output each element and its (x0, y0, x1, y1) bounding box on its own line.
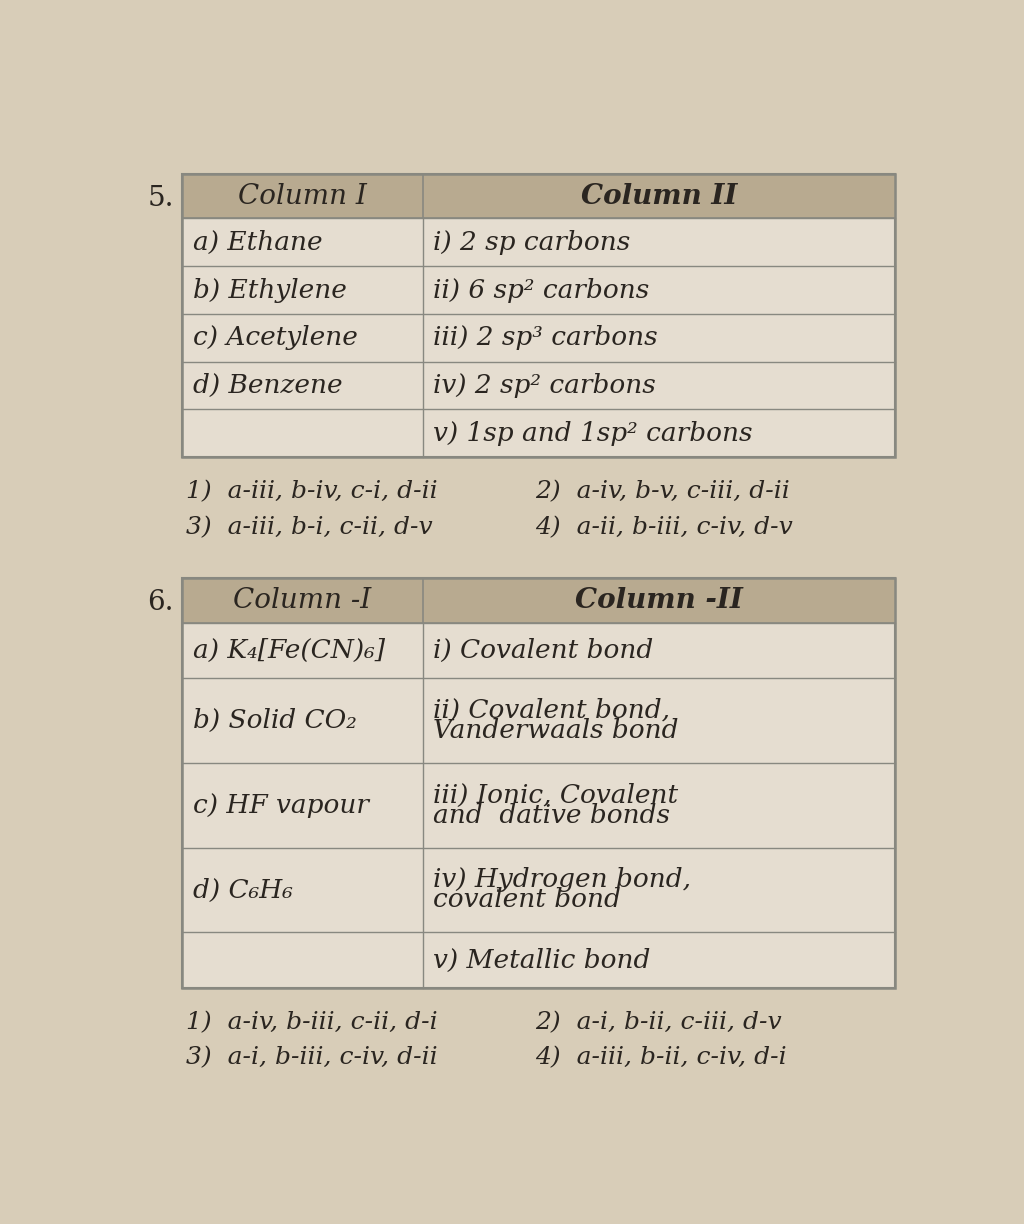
Text: iv) Hydrogen bond,: iv) Hydrogen bond, (433, 868, 691, 892)
Text: 1)  a-iv, b-iii, c-ii, d-i: 1) a-iv, b-iii, c-ii, d-i (186, 1011, 437, 1034)
Text: a) K₄[Fe(CN)₆]: a) K₄[Fe(CN)₆] (194, 638, 385, 663)
Text: 3)  a-iii, b-i, c-ii, d-v: 3) a-iii, b-i, c-ii, d-v (186, 515, 433, 539)
Bar (182, 174, 895, 458)
Text: covalent bond: covalent bond (433, 887, 622, 912)
Text: d) C₆H₆: d) C₆H₆ (194, 878, 293, 902)
Bar (182, 174, 423, 219)
Text: 2)  a-iv, b-v, c-iii, d-ii: 2) a-iv, b-v, c-iii, d-ii (535, 480, 790, 503)
Text: i) Covalent bond: i) Covalent bond (433, 638, 653, 663)
Bar (423, 578, 895, 623)
Text: v) 1sp and 1sp² carbons: v) 1sp and 1sp² carbons (433, 421, 753, 446)
Bar (423, 174, 895, 219)
Text: Column I: Column I (238, 182, 367, 209)
Text: ii) Covalent bond,: ii) Covalent bond, (433, 698, 671, 723)
Text: 4)  a-ii, b-iii, c-iv, d-v: 4) a-ii, b-iii, c-iv, d-v (535, 515, 793, 539)
Bar (182, 578, 423, 623)
Text: b) Solid CO₂: b) Solid CO₂ (194, 707, 357, 733)
Text: Vanderwaals bond: Vanderwaals bond (433, 718, 679, 743)
Text: 4)  a-iii, b-ii, c-iv, d-i: 4) a-iii, b-ii, c-iv, d-i (535, 1047, 786, 1070)
Text: a) Ethane: a) Ethane (194, 230, 323, 255)
Text: Column -II: Column -II (574, 588, 742, 614)
Text: b) Ethylene: b) Ethylene (194, 278, 347, 302)
Bar (182, 174, 895, 458)
Text: c) HF vapour: c) HF vapour (194, 793, 369, 818)
Text: d) Benzene: d) Benzene (194, 373, 343, 398)
Text: 1)  a-iii, b-iv, c-i, d-ii: 1) a-iii, b-iv, c-i, d-ii (186, 480, 437, 503)
Text: Column -I: Column -I (233, 588, 372, 614)
Bar (182, 578, 895, 988)
Text: c) Acetylene: c) Acetylene (194, 326, 358, 350)
Text: 3)  a-i, b-iii, c-iv, d-ii: 3) a-i, b-iii, c-iv, d-ii (186, 1047, 437, 1070)
Text: Column II: Column II (581, 182, 737, 209)
Text: 2)  a-i, b-ii, c-iii, d-v: 2) a-i, b-ii, c-iii, d-v (535, 1011, 781, 1034)
Text: v) Metallic bond: v) Metallic bond (433, 947, 650, 973)
Text: iii) 2 sp³ carbons: iii) 2 sp³ carbons (433, 326, 658, 350)
Text: 5.: 5. (147, 185, 174, 212)
Text: iv) 2 sp² carbons: iv) 2 sp² carbons (433, 373, 656, 398)
Text: 6.: 6. (147, 589, 174, 616)
Text: and  dative bonds: and dative bonds (433, 803, 671, 827)
Text: ii) 6 sp² carbons: ii) 6 sp² carbons (433, 278, 649, 302)
Bar (182, 578, 895, 988)
Text: i) 2 sp carbons: i) 2 sp carbons (433, 230, 631, 255)
Text: iii) Ionic, Covalent: iii) Ionic, Covalent (433, 782, 679, 808)
